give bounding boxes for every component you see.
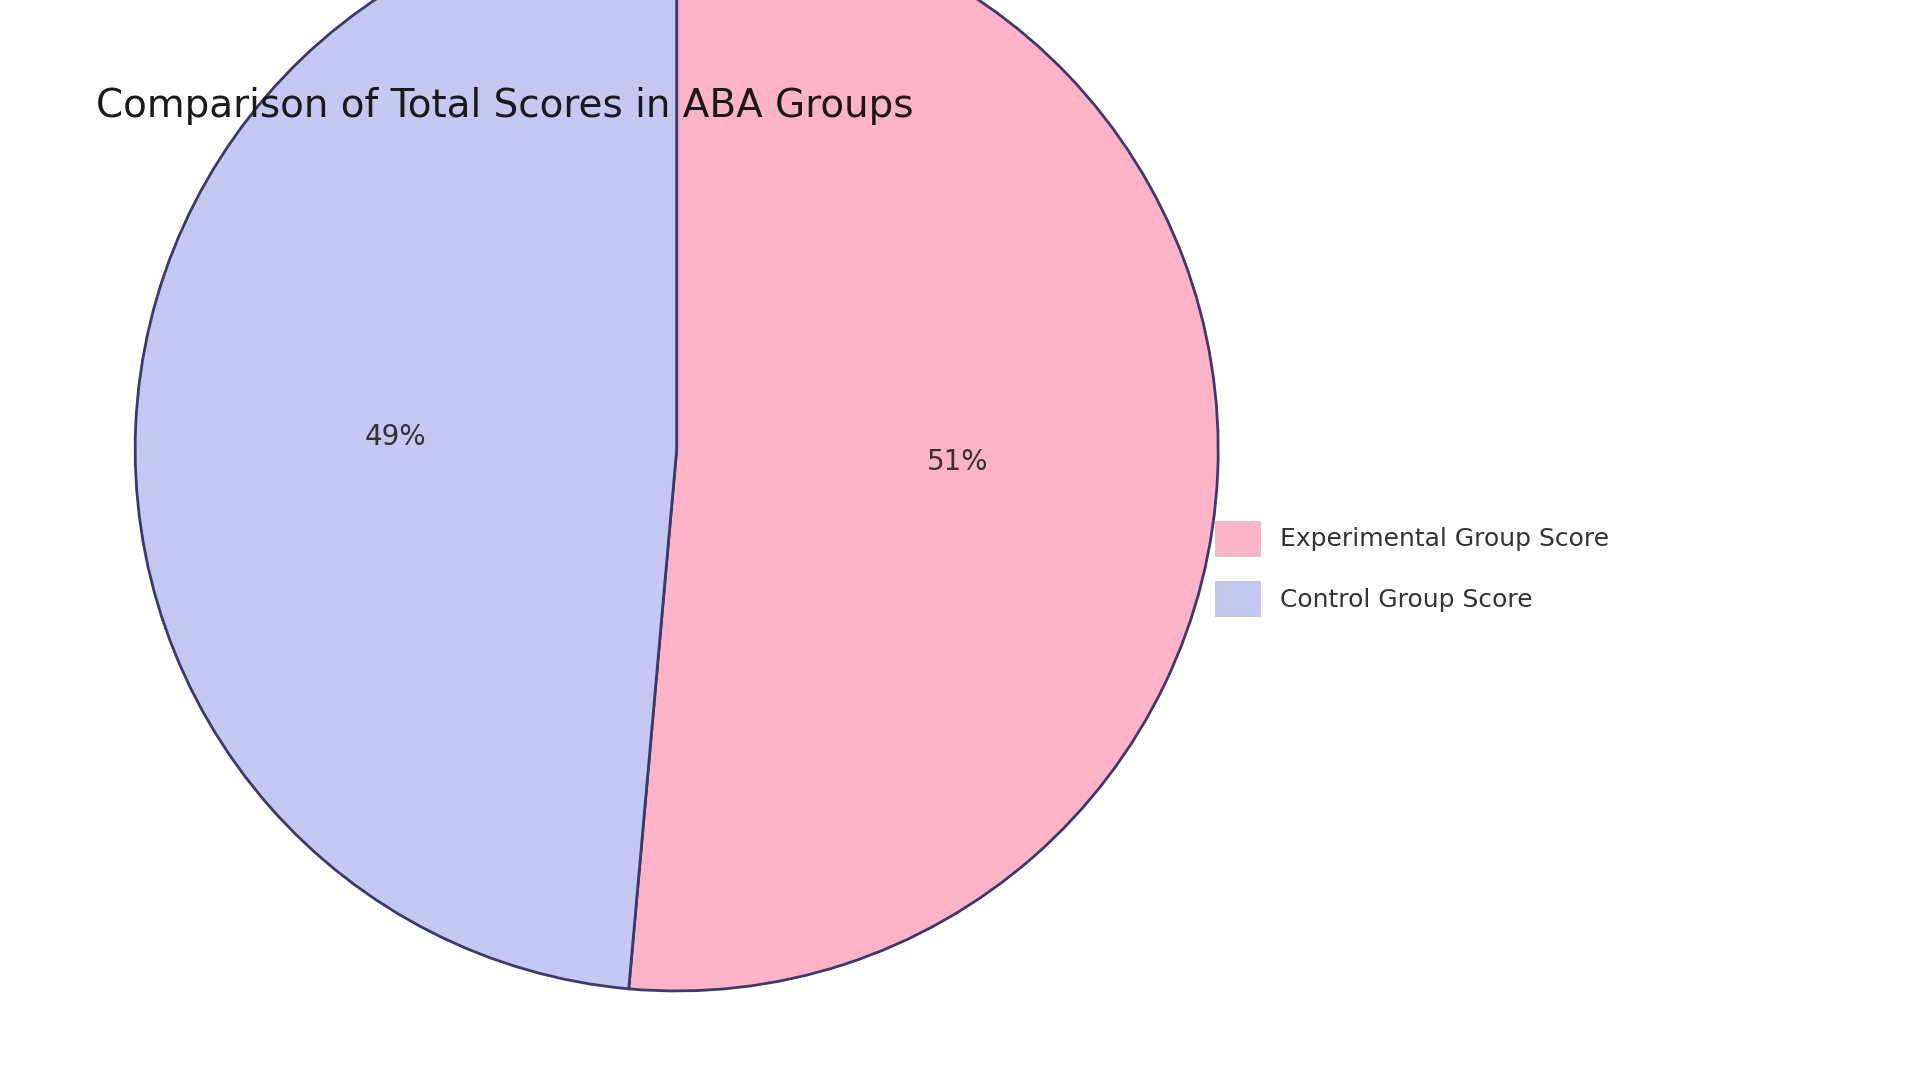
Wedge shape <box>134 0 676 989</box>
Legend: Experimental Group Score, Control Group Score: Experimental Group Score, Control Group … <box>1204 508 1622 629</box>
Text: 51%: 51% <box>927 448 989 475</box>
Text: Comparison of Total Scores in ABA Groups: Comparison of Total Scores in ABA Groups <box>96 87 914 125</box>
Text: 49%: 49% <box>365 423 426 451</box>
Wedge shape <box>628 0 1217 991</box>
